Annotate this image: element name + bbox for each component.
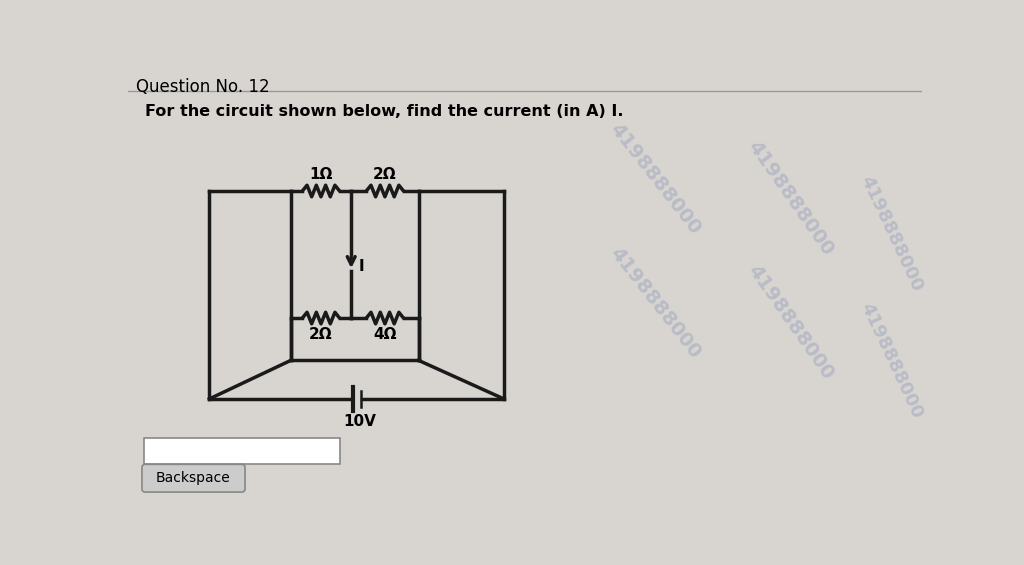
Text: 2Ω: 2Ω — [373, 167, 396, 182]
Text: For the circuit shown below, find the current (in A) I.: For the circuit shown below, find the cu… — [145, 104, 624, 119]
Text: 4Ω: 4Ω — [373, 327, 396, 342]
FancyBboxPatch shape — [142, 464, 245, 492]
Text: 4198888000: 4198888000 — [606, 244, 705, 362]
Text: 4198888000: 4198888000 — [857, 299, 926, 421]
Text: 4198888000: 4198888000 — [744, 261, 838, 383]
Text: Question No. 12: Question No. 12 — [136, 78, 269, 96]
Text: 10V: 10V — [343, 414, 376, 429]
Text: 1Ω: 1Ω — [309, 167, 333, 182]
Text: 4198888000: 4198888000 — [606, 120, 705, 238]
Text: 2Ω: 2Ω — [309, 327, 333, 342]
Text: 4198888000: 4198888000 — [744, 138, 838, 259]
Text: I: I — [358, 259, 364, 274]
Text: Backspace: Backspace — [156, 471, 230, 485]
Text: 4198888000: 4198888000 — [857, 173, 926, 294]
FancyBboxPatch shape — [143, 438, 340, 464]
